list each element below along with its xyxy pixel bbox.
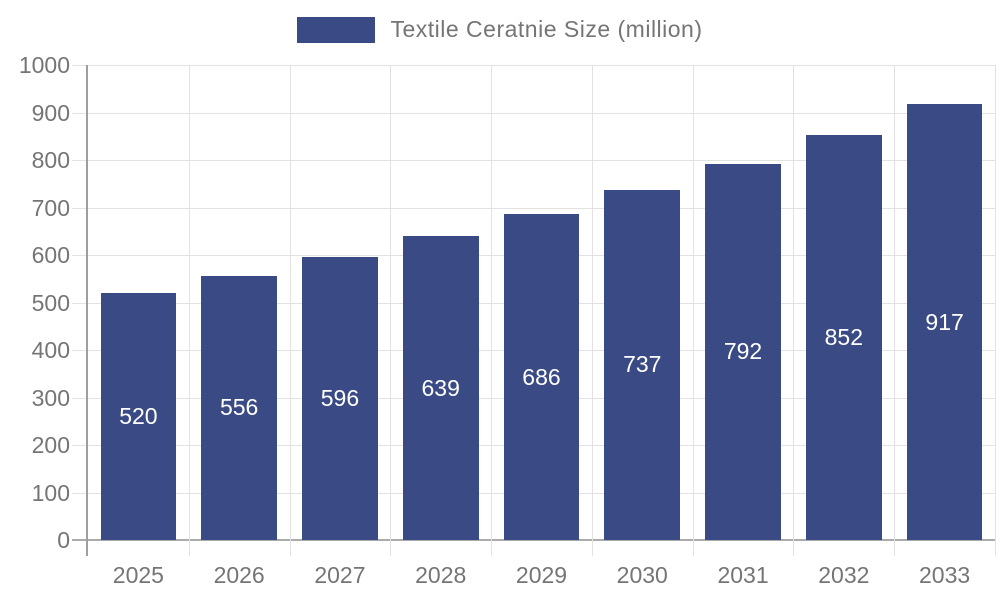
y-tick-label: 900 xyxy=(31,99,70,126)
x-gridline xyxy=(894,65,896,556)
bar-value-label: 686 xyxy=(522,363,561,390)
bar: 639 xyxy=(402,236,479,540)
bar: 520 xyxy=(100,293,177,540)
x-gridline xyxy=(995,65,996,556)
x-tick-label: 2029 xyxy=(515,562,568,588)
bar-value-label: 520 xyxy=(119,403,158,429)
x-gridline xyxy=(188,65,190,556)
y-tick-label: 400 xyxy=(31,337,70,363)
x-tick-label: 2031 xyxy=(717,562,769,588)
legend-label: Textile Ceratnie Size (million) xyxy=(390,16,703,42)
bar: 556 xyxy=(201,275,277,540)
x-gridline xyxy=(692,65,694,556)
x-tick-label: 2027 xyxy=(314,562,366,588)
y-tick-label: 500 xyxy=(31,289,70,316)
y-tick-label: 100 xyxy=(31,479,70,506)
bar-value-label: 917 xyxy=(925,308,964,335)
bar-value-label: 596 xyxy=(320,384,360,411)
legend-swatch xyxy=(297,16,376,43)
bar: 852 xyxy=(806,135,882,540)
y-tick-label: 1000 xyxy=(18,52,70,78)
y-tick-label: 0 xyxy=(57,527,70,553)
bar: 686 xyxy=(503,214,580,540)
x-tick-label: 2028 xyxy=(415,562,467,588)
x-tick-label: 2033 xyxy=(919,562,971,588)
bar-value-label: 556 xyxy=(219,394,259,421)
y-tick-label: 800 xyxy=(31,147,70,173)
bar-value-label: 792 xyxy=(723,338,763,365)
y-gridline xyxy=(72,160,995,161)
y-tick-label: 300 xyxy=(31,384,70,411)
y-gridline xyxy=(72,207,995,209)
legend: Textile Ceratnie Size (million) xyxy=(0,16,1000,43)
bar: 737 xyxy=(604,189,681,540)
x-tick-label: 2030 xyxy=(616,562,668,588)
x-tick-label: 2026 xyxy=(213,562,265,588)
x-gridline xyxy=(289,65,291,556)
x-gridline xyxy=(491,65,493,556)
bar-value-label: 639 xyxy=(421,374,460,401)
bar-value-label: 852 xyxy=(824,324,863,351)
y-axis-line xyxy=(86,65,88,556)
x-gridline xyxy=(390,65,392,556)
bar: 917 xyxy=(906,104,983,540)
x-tick-label: 2032 xyxy=(818,562,870,588)
bar: 792 xyxy=(705,163,781,540)
y-tick-label: 600 xyxy=(31,242,70,268)
bar: 596 xyxy=(302,256,378,540)
bar-value-label: 737 xyxy=(623,351,662,378)
y-gridline xyxy=(72,65,995,66)
x-gridline xyxy=(793,65,795,556)
x-gridline xyxy=(591,65,593,556)
y-tick-label: 200 xyxy=(31,432,70,458)
y-tick-label: 700 xyxy=(31,194,70,221)
y-gridline xyxy=(72,112,995,114)
x-tick-label: 2025 xyxy=(112,562,164,588)
y-gridline xyxy=(72,539,995,541)
